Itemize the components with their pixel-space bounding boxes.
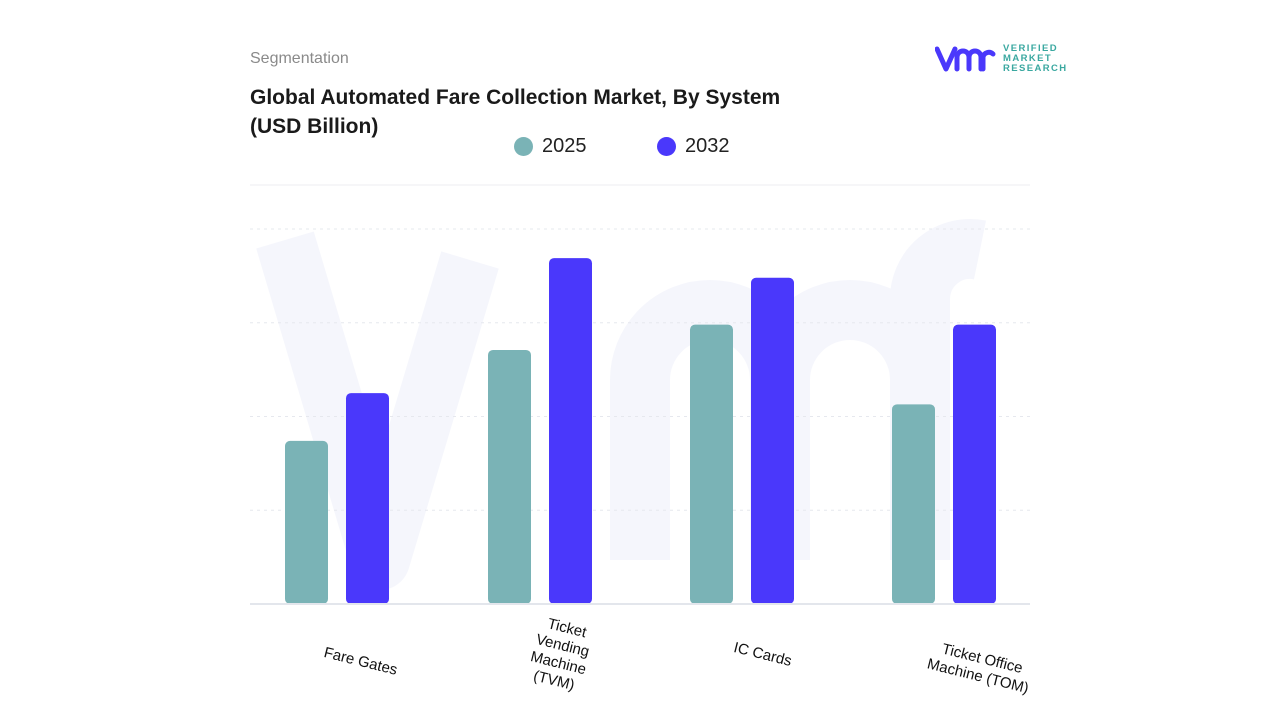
legend-item-2032: 2032 xyxy=(657,135,730,158)
vmr-logo: VERIFIED MARKET RESEARCH xyxy=(935,44,1068,74)
bar-2025-0 xyxy=(285,440,328,604)
bar-2032-3 xyxy=(953,324,996,604)
section-label: Segmentation xyxy=(250,50,349,67)
logo-text-1: VERIFIED xyxy=(1003,43,1059,54)
watermark xyxy=(256,219,986,590)
legend-swatch-2025 xyxy=(514,137,533,156)
bar-2025-3 xyxy=(892,404,935,604)
legend-item-2025: 2025 xyxy=(514,135,587,158)
chart-title-line1: Global Automated Fare Collection Market,… xyxy=(250,86,781,109)
bar-2032-1 xyxy=(549,258,592,604)
chart-title-line2: (USD Billion) xyxy=(250,115,379,138)
legend-label-2032: 2032 xyxy=(685,135,730,157)
bar-2025-1 xyxy=(488,349,531,604)
legend: 2025 2032 xyxy=(0,135,1280,161)
chart-title: Global Automated Fare Collection Market,… xyxy=(250,83,810,141)
vmr-logo-mark-icon xyxy=(935,46,996,72)
bar-2025-2 xyxy=(690,324,733,604)
logo-text-3: RESEARCH xyxy=(1003,63,1068,74)
legend-swatch-2032 xyxy=(657,137,676,156)
logo-text-2: MARKET xyxy=(1003,53,1053,64)
legend-label-2025: 2025 xyxy=(542,135,587,157)
bar-2032-2 xyxy=(751,277,794,604)
bar-2032-0 xyxy=(346,393,389,604)
